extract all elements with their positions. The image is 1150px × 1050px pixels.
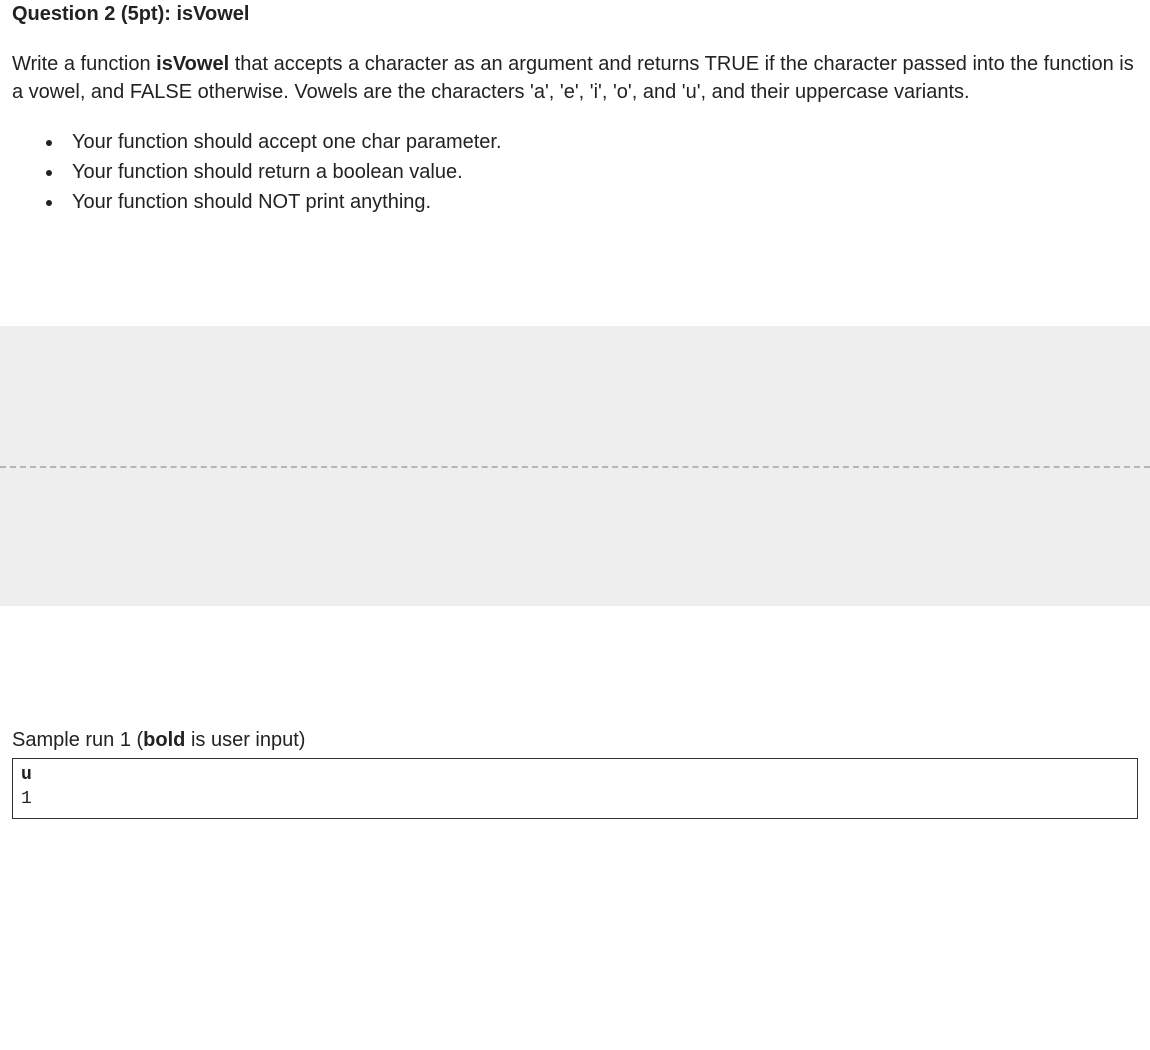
sample-label-bold: bold <box>143 729 185 751</box>
requirement-list: Your function should accept one char par… <box>64 128 1138 216</box>
page-break-divider <box>0 326 1150 606</box>
sample-label-post: is user input) <box>185 729 305 751</box>
sample-user-input: u <box>21 763 1129 787</box>
list-item: Your function should return a boolean va… <box>64 158 1138 186</box>
question-title: Question 2 (5pt): isVowel <box>12 0 1138 28</box>
desc-pre: Write a function <box>12 53 156 75</box>
dashed-line <box>0 466 1150 468</box>
list-item: Your function should NOT print anything. <box>64 188 1138 216</box>
sample-program-output: 1 <box>21 787 1129 811</box>
list-item: Your function should accept one char par… <box>64 128 1138 156</box>
desc-func-name: isVowel <box>156 53 229 75</box>
sample-run-label: Sample run 1 (bold is user input) <box>12 726 1138 754</box>
sample-output-box: u 1 <box>12 758 1138 819</box>
question-description: Write a function isVowel that accepts a … <box>12 50 1138 106</box>
sample-label-pre: Sample run 1 ( <box>12 729 143 751</box>
